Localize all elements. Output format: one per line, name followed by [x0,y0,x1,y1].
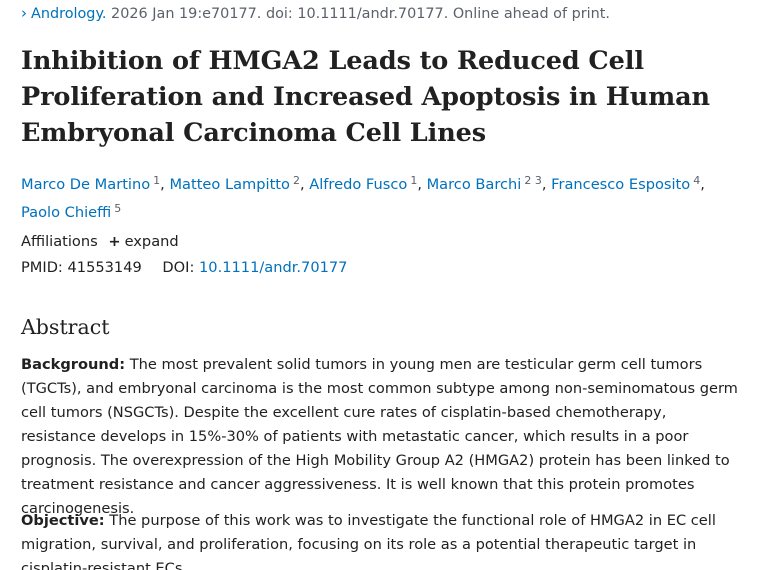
author-link[interactable]: Alfredo Fusco [309,176,408,193]
expand-button[interactable]: + expand [108,233,178,250]
background-text: The most prevalent solid tumors in young… [21,356,738,517]
affiliations-label: Affiliations [21,233,98,250]
plus-icon: + [108,233,121,250]
doi-link[interactable]: 10.1111/andr.70177 [199,259,348,276]
objective-label: Objective: [21,512,105,529]
author-affiliation-ref[interactable]: 2 3 [524,174,542,187]
affiliations-toggle[interactable]: Affiliations + expand [21,232,179,252]
author-link[interactable]: Marco Barchi [426,176,522,193]
citation-details: 2026 Jan 19:e70177. doi: 10.1111/andr.70… [106,6,610,22]
author-affiliation-ref[interactable]: 2 [292,174,300,187]
author-link[interactable]: Matteo Lampitto [169,176,290,193]
citation-line: › Andrology. 2026 Jan 19:e70177. doi: 10.… [21,3,610,24]
objective-text: The purpose of this work was to investig… [21,512,716,570]
pmid-value: 41553149 [67,259,142,276]
author-link[interactable]: Francesco Esposito [551,176,691,193]
author-link[interactable]: Marco De Martino [21,176,151,193]
doi-label: DOI: [162,259,195,276]
author-affiliation-ref[interactable]: 1 [410,174,418,187]
journal-link[interactable]: Andrology. [31,6,107,22]
pmid-label: PMID: [21,259,63,276]
author-affiliation-ref[interactable]: 1 [153,174,161,187]
abstract-background: Background: The most prevalent solid tum… [21,353,743,521]
identifiers: PMID: 41553149 DOI: 10.1111/andr.70177 [21,258,347,278]
abstract-heading: Abstract [21,315,110,339]
author-list: Marco De Martino 1, Matteo Lampitto 2, Alf… [21,174,705,221]
expand-label: expand [124,233,179,250]
author-affiliation-ref[interactable]: 4 [693,174,701,187]
article-title: Inhibition of HMGA2 Leads to Reduced Cel… [21,46,710,148]
author-affiliation-ref[interactable]: 5 [114,202,122,215]
chevron-right-icon[interactable]: › [21,4,27,22]
background-label: Background: [21,356,126,373]
abstract-objective: Objective: The purpose of this work was … [21,509,743,570]
author-link[interactable]: Paolo Chieffi [21,204,112,221]
